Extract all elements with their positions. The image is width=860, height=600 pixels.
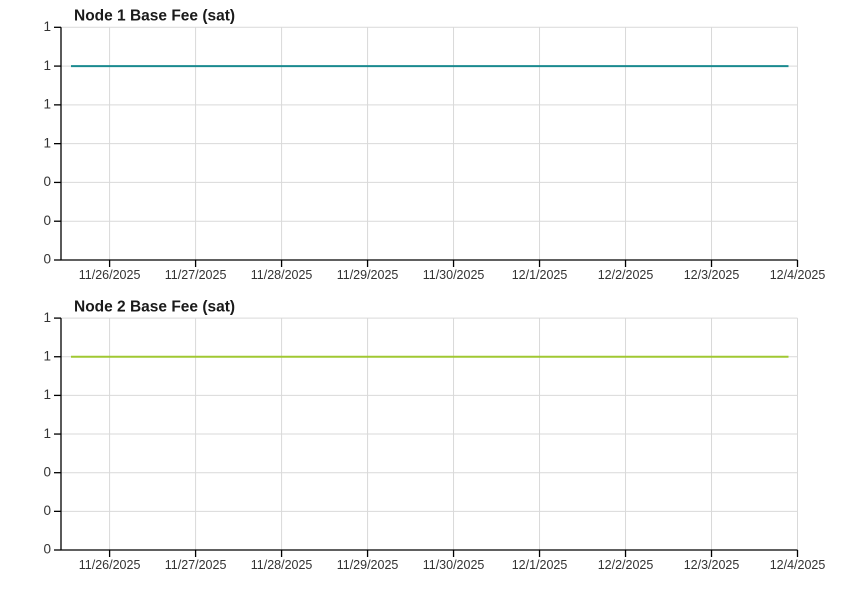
svg-text:0: 0 xyxy=(43,503,51,518)
svg-text:11/29/2025: 11/29/2025 xyxy=(337,558,399,572)
svg-text:1: 1 xyxy=(43,97,51,112)
svg-text:11/26/2025: 11/26/2025 xyxy=(79,558,141,572)
svg-text:12/4/2025: 12/4/2025 xyxy=(770,268,826,282)
svg-text:11/29/2025: 11/29/2025 xyxy=(337,268,399,282)
svg-text:1: 1 xyxy=(43,387,51,402)
svg-text:1: 1 xyxy=(43,310,51,325)
svg-text:11/27/2025: 11/27/2025 xyxy=(165,268,227,282)
svg-text:11/28/2025: 11/28/2025 xyxy=(251,558,313,572)
svg-text:1: 1 xyxy=(43,426,51,441)
svg-text:12/1/2025: 12/1/2025 xyxy=(512,558,568,572)
svg-text:12/1/2025: 12/1/2025 xyxy=(512,268,568,282)
svg-text:1: 1 xyxy=(43,348,51,363)
svg-text:11/28/2025: 11/28/2025 xyxy=(251,268,313,282)
svg-text:11/26/2025: 11/26/2025 xyxy=(79,268,141,282)
svg-text:0: 0 xyxy=(43,213,51,228)
svg-text:1: 1 xyxy=(43,135,51,150)
svg-text:Node 1 Base Fee (sat): Node 1 Base Fee (sat) xyxy=(74,8,235,25)
svg-text:12/3/2025: 12/3/2025 xyxy=(684,558,740,572)
svg-text:0: 0 xyxy=(43,464,51,479)
svg-text:0: 0 xyxy=(43,542,51,557)
svg-text:1: 1 xyxy=(43,19,51,34)
svg-text:Node 2 Base Fee (sat): Node 2 Base Fee (sat) xyxy=(74,299,235,316)
svg-text:1: 1 xyxy=(43,58,51,73)
svg-text:11/27/2025: 11/27/2025 xyxy=(165,558,227,572)
svg-text:0: 0 xyxy=(43,252,51,267)
svg-text:12/2/2025: 12/2/2025 xyxy=(598,558,654,572)
svg-text:11/30/2025: 11/30/2025 xyxy=(423,558,485,572)
svg-text:0: 0 xyxy=(43,174,51,189)
svg-text:11/30/2025: 11/30/2025 xyxy=(423,268,485,282)
svg-text:12/3/2025: 12/3/2025 xyxy=(684,268,740,282)
svg-text:12/4/2025: 12/4/2025 xyxy=(770,558,826,572)
svg-text:12/2/2025: 12/2/2025 xyxy=(598,268,654,282)
